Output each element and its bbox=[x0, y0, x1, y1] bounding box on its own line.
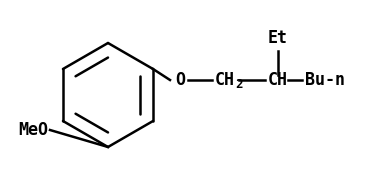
Text: 2: 2 bbox=[235, 78, 242, 91]
Text: O: O bbox=[175, 71, 185, 89]
Text: CH: CH bbox=[268, 71, 288, 89]
Text: Et: Et bbox=[268, 29, 288, 47]
Text: MeO: MeO bbox=[18, 121, 48, 139]
Text: Bu-n: Bu-n bbox=[305, 71, 345, 89]
Text: CH: CH bbox=[215, 71, 235, 89]
